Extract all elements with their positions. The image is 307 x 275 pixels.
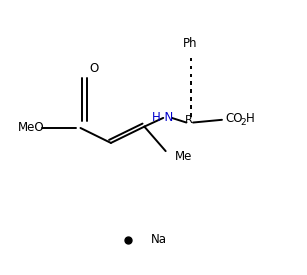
Text: MeO: MeO [18, 122, 45, 134]
Text: Me: Me [175, 150, 192, 163]
Text: CO: CO [225, 112, 243, 125]
Text: 2: 2 [240, 118, 246, 127]
Text: Na: Na [150, 233, 166, 246]
Text: R: R [185, 115, 192, 125]
Text: H: H [246, 112, 255, 125]
Text: H N: H N [152, 111, 173, 123]
Text: O: O [90, 62, 99, 75]
Text: Ph: Ph [183, 37, 197, 50]
